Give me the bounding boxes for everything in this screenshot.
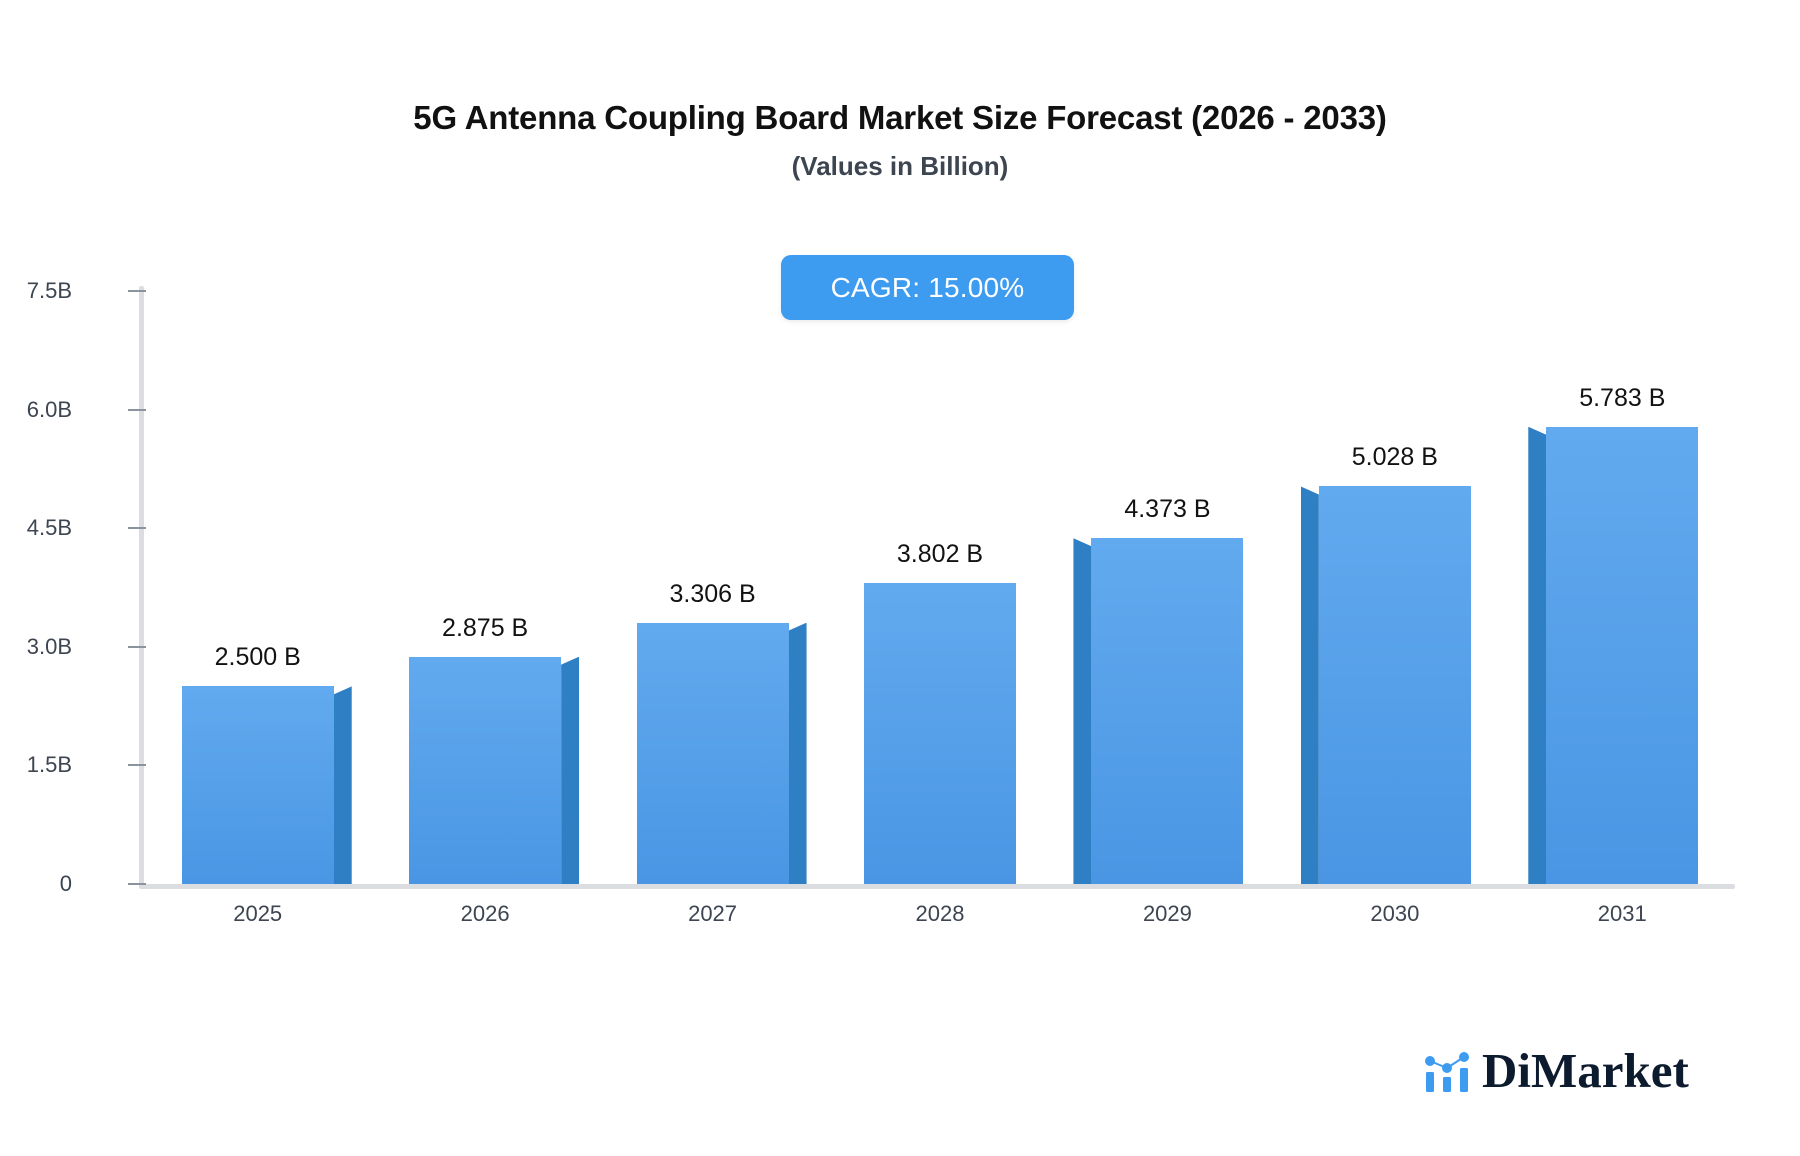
bar[interactable] xyxy=(181,686,352,884)
x-axis-tick-label: 2028 xyxy=(915,901,965,926)
y-axis-tick-label: 7.5B xyxy=(26,278,72,303)
bar[interactable] xyxy=(1073,538,1244,884)
y-axis-tick-mark xyxy=(128,883,146,885)
x-axis-tick-label: 2027 xyxy=(688,901,738,926)
bar-value-label: 4.373 B xyxy=(1124,495,1211,524)
y-axis-tick-mark xyxy=(128,527,146,530)
chart-header: 5G Antenna Coupling Board Market Size Fo… xyxy=(0,98,1800,182)
bar-side-face xyxy=(333,686,352,884)
cagr-badge-label: CAGR: 15.00% xyxy=(830,271,1025,303)
y-axis-tick-mark xyxy=(128,408,146,411)
bar-face xyxy=(409,656,562,884)
y-axis-tick-mark xyxy=(128,645,146,648)
y-axis-tick-label: 6.0B xyxy=(26,396,72,422)
bar-value-label: 3.306 B xyxy=(669,579,756,608)
y-axis-tick-label: 1.5B xyxy=(26,752,72,778)
chart-title: 5G Antenna Coupling Board Market Size Fo… xyxy=(413,99,1387,136)
bar[interactable] xyxy=(636,622,807,884)
y-axis-tick: 3.0B xyxy=(20,634,146,659)
y-axis-tick: 0 xyxy=(20,872,146,896)
bar-face xyxy=(636,622,789,884)
x-axis-tick-label: 2025 xyxy=(233,901,283,926)
bar-value-label: 2.875 B xyxy=(442,613,529,642)
y-axis-tick: 7.5B xyxy=(20,279,146,303)
bar-face xyxy=(1318,486,1471,884)
bar-face xyxy=(181,686,334,884)
bar-face xyxy=(1091,538,1244,884)
x-axis-tick-label: 2031 xyxy=(1597,901,1647,926)
y-axis-tick-mark xyxy=(128,764,146,767)
y-axis-tick-label: 3.0B xyxy=(26,633,72,659)
bar[interactable] xyxy=(1528,426,1699,884)
y-axis-tick: 6.0B xyxy=(20,397,146,422)
y-axis-tick: 1.5B xyxy=(20,753,146,777)
bar-value-label: 3.802 B xyxy=(896,540,984,569)
bar-side-face xyxy=(788,622,807,884)
bar[interactable] xyxy=(409,656,580,884)
bar-side-face xyxy=(1073,538,1092,884)
bar-value-label: 2.500 B xyxy=(214,643,301,672)
bar-value-label: 5.028 B xyxy=(1351,443,1438,472)
bar-chart-icon xyxy=(1424,1048,1470,1094)
bar[interactable] xyxy=(1300,486,1471,884)
y-axis-tick-mark xyxy=(128,290,146,292)
y-axis-line xyxy=(139,286,144,887)
bar-face xyxy=(864,583,1016,884)
bar-value-label: 5.783 B xyxy=(1579,383,1666,412)
x-axis-line xyxy=(139,884,1735,889)
bar-side-face xyxy=(561,656,580,884)
chart-subtitle: (Values in Billion) xyxy=(791,151,1009,181)
bar[interactable] xyxy=(864,583,1016,884)
y-axis-tick-label: 4.5B xyxy=(26,515,72,541)
x-axis-tick-label: 2026 xyxy=(460,901,510,926)
cagr-badge: CAGR: 15.00% xyxy=(781,255,1074,320)
y-axis-tick: 4.5B xyxy=(20,516,146,540)
bar-side-face xyxy=(1300,486,1319,884)
y-axis-tick-label: 0 xyxy=(59,871,72,896)
bar-face xyxy=(1546,426,1699,884)
bar-side-face xyxy=(1528,426,1547,884)
dimarket-logo: DiMarket xyxy=(1424,1045,1689,1097)
logo-wordmark: DiMarket xyxy=(1482,1043,1689,1098)
x-axis-tick-label: 2030 xyxy=(1370,901,1420,926)
x-axis-tick-label: 2029 xyxy=(1142,901,1192,926)
